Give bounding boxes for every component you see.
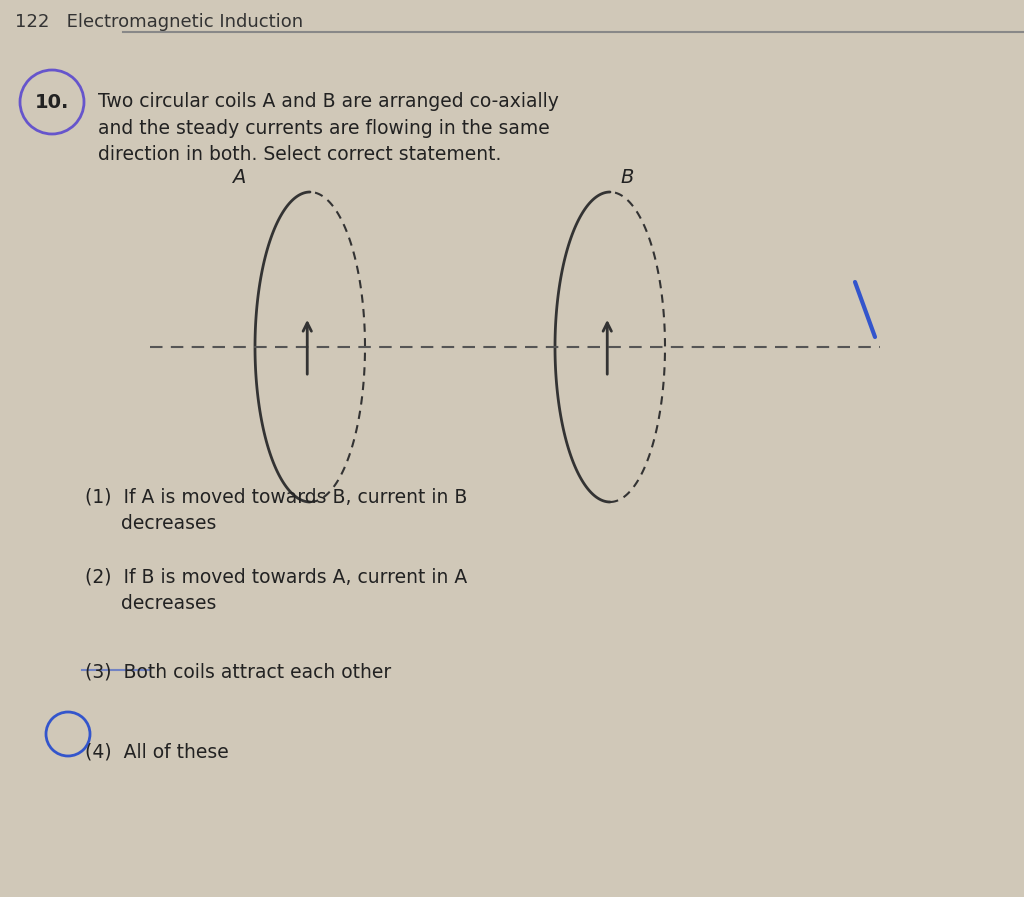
Text: B: B bbox=[620, 168, 634, 187]
Text: (2)  If B is moved towards A, current in A
      decreases: (2) If B is moved towards A, current in … bbox=[85, 567, 467, 613]
Text: (3)  Both coils attract each other: (3) Both coils attract each other bbox=[85, 662, 391, 681]
Text: Two circular coils A and B are arranged co-axially
and the steady currents are f: Two circular coils A and B are arranged … bbox=[98, 92, 559, 164]
Text: (1)  If A is moved towards B, current in B
      decreases: (1) If A is moved towards B, current in … bbox=[85, 487, 467, 533]
Text: 122   Electromagnetic Induction: 122 Electromagnetic Induction bbox=[15, 13, 303, 31]
Text: A: A bbox=[231, 168, 245, 187]
Text: 10.: 10. bbox=[35, 92, 70, 111]
Text: (4)  All of these: (4) All of these bbox=[85, 742, 228, 761]
